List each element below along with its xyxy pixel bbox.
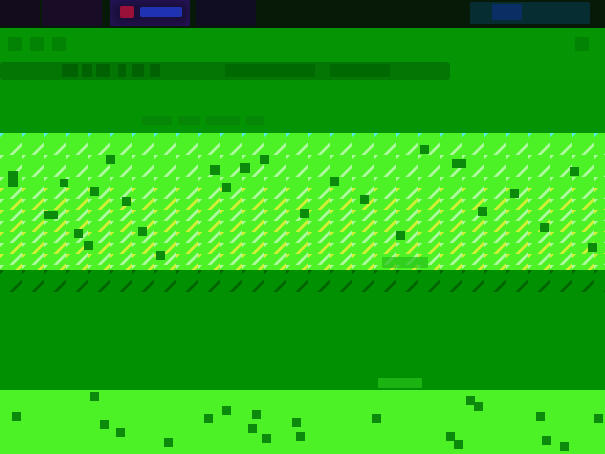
artifact-block bbox=[540, 223, 549, 232]
browser-tab-bar bbox=[0, 0, 605, 28]
artifact-block bbox=[116, 428, 125, 437]
artifact-block bbox=[8, 171, 18, 187]
artifact-block bbox=[478, 207, 487, 216]
forward-icon[interactable] bbox=[30, 37, 44, 51]
artifact-block bbox=[510, 189, 519, 198]
artifact-block bbox=[262, 434, 271, 443]
artifact-block bbox=[44, 211, 58, 219]
bottom-band bbox=[0, 390, 605, 454]
address-text-glyphs bbox=[132, 64, 144, 77]
artifact-block bbox=[396, 231, 405, 240]
reload-icon[interactable] bbox=[52, 37, 66, 51]
artifact-block bbox=[360, 195, 369, 204]
window-controls[interactable] bbox=[470, 2, 590, 24]
artifact-block bbox=[300, 209, 309, 218]
artifact-block bbox=[106, 155, 115, 164]
artifact-block bbox=[292, 418, 301, 427]
ghost-text bbox=[206, 116, 240, 125]
artifact-block bbox=[222, 406, 231, 415]
panel-text-remnant bbox=[382, 257, 428, 268]
artifact-block bbox=[594, 414, 603, 423]
artifact-block bbox=[296, 432, 305, 441]
browser-tab[interactable] bbox=[42, 0, 102, 26]
artifact-block bbox=[542, 436, 551, 445]
field-text-remnant bbox=[378, 378, 422, 388]
hatch-yellow-rows bbox=[0, 188, 605, 270]
artifact-block bbox=[210, 165, 220, 175]
browser-tab[interactable] bbox=[0, 0, 40, 26]
tab-favicon bbox=[120, 6, 134, 18]
hatched-content-panel bbox=[0, 133, 605, 270]
artifact-block bbox=[156, 251, 165, 260]
address-text-glyphs bbox=[82, 64, 92, 77]
address-text-glyphs bbox=[150, 64, 160, 77]
browser-tab[interactable] bbox=[196, 0, 256, 26]
address-text-glyphs bbox=[62, 64, 78, 77]
artifact-block bbox=[74, 229, 83, 238]
artifact-block bbox=[164, 438, 173, 447]
artifact-block bbox=[474, 402, 483, 411]
ghost-text bbox=[142, 116, 172, 125]
artifact-block bbox=[420, 145, 429, 154]
browser-toolbar bbox=[0, 28, 605, 60]
tab-title-glyphs bbox=[140, 7, 182, 17]
ghost-text bbox=[246, 116, 264, 125]
artifact-block bbox=[84, 241, 93, 250]
artifact-block bbox=[90, 392, 99, 401]
artifact-block bbox=[222, 183, 231, 192]
artifact-block bbox=[570, 167, 579, 176]
artifact-block bbox=[122, 197, 131, 206]
artifact-block bbox=[372, 414, 381, 423]
artifact-block bbox=[90, 187, 99, 196]
artifact-block bbox=[248, 424, 257, 433]
menu-icon[interactable] bbox=[575, 37, 589, 51]
artifact-block bbox=[138, 227, 147, 236]
artifact-block bbox=[204, 414, 213, 423]
ghost-text bbox=[178, 116, 200, 125]
address-text-glyphs bbox=[96, 64, 110, 77]
artifact-block bbox=[466, 396, 475, 405]
content-gap-band bbox=[0, 82, 605, 133]
artifact-block bbox=[60, 179, 68, 187]
hatch-cyan-row bbox=[0, 133, 605, 143]
artifact-block bbox=[560, 442, 569, 451]
artifact-block bbox=[330, 177, 339, 186]
artifact-block bbox=[100, 420, 109, 429]
artifact-block bbox=[454, 440, 463, 449]
back-icon[interactable] bbox=[8, 37, 22, 51]
address-input[interactable] bbox=[0, 62, 450, 80]
address-text-glyphs bbox=[225, 64, 315, 77]
artifact-block bbox=[588, 243, 597, 252]
artifact-block bbox=[252, 410, 261, 419]
artifact-block bbox=[452, 159, 466, 168]
window-control-accent bbox=[492, 4, 522, 20]
artifact-block bbox=[260, 155, 269, 164]
artifact-block bbox=[536, 412, 545, 421]
artifact-block bbox=[12, 412, 21, 421]
field-fade bbox=[0, 292, 605, 390]
artifact-block bbox=[240, 163, 250, 173]
address-text-glyphs bbox=[118, 64, 126, 77]
address-text-glyphs bbox=[330, 64, 390, 77]
artifact-block bbox=[446, 432, 455, 441]
